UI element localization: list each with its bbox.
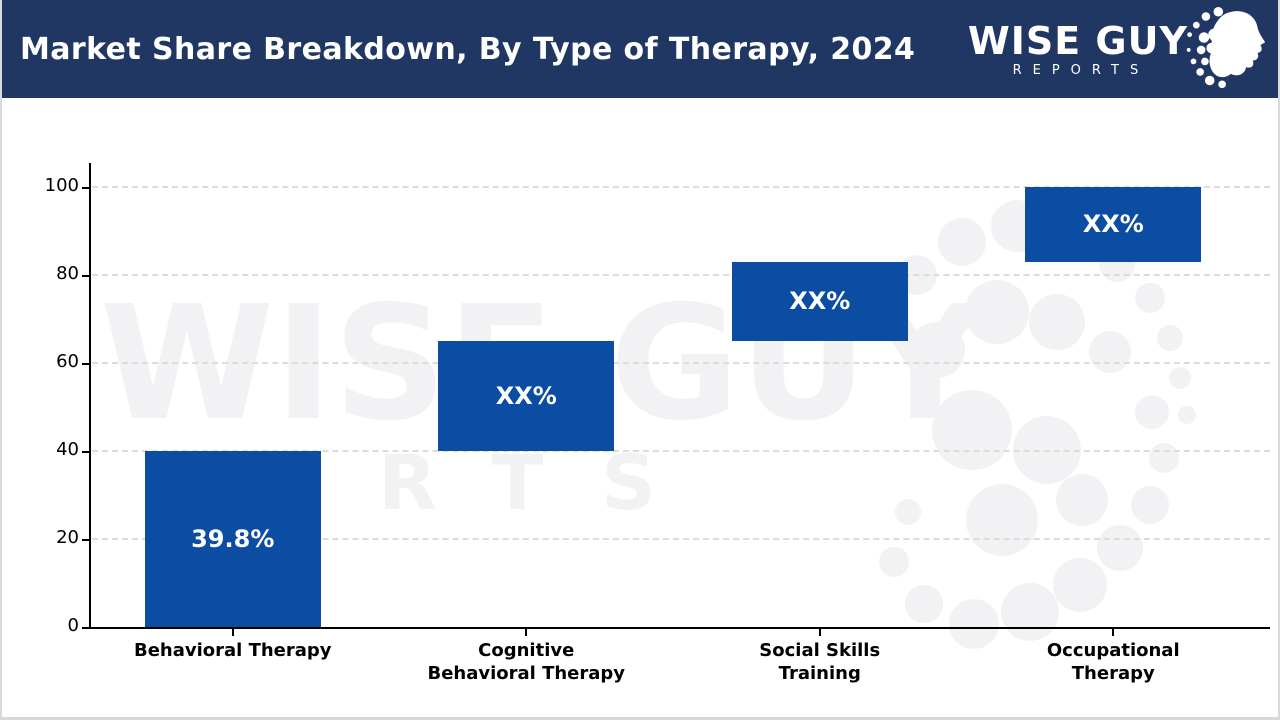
gridline-60 bbox=[92, 362, 1270, 364]
logo-text: WISE GUY REPORTS bbox=[968, 22, 1188, 77]
y-tick-40 bbox=[82, 451, 89, 453]
y-tick-label-0: 0 bbox=[67, 615, 79, 636]
x-axis-line bbox=[89, 627, 1270, 629]
gridline-100 bbox=[92, 186, 1270, 188]
category-label-3: Social Skills Training bbox=[759, 640, 881, 684]
bar-4: XX% bbox=[1025, 187, 1202, 262]
bar-1: 39.8% bbox=[144, 451, 321, 627]
page-title: Market Share Breakdown, By Type of Thera… bbox=[20, 31, 916, 67]
bar-value-label-4: XX% bbox=[1082, 210, 1144, 239]
y-tick-label-60: 60 bbox=[56, 351, 79, 372]
y-tick-label-80: 80 bbox=[56, 263, 79, 284]
y-tick-20 bbox=[82, 539, 89, 541]
category-label-1: Behavioral Therapy bbox=[133, 640, 332, 661]
gridline-80 bbox=[92, 274, 1270, 276]
category-label-4: Occupational Therapy bbox=[1046, 640, 1180, 684]
y-tick-label-20: 20 bbox=[56, 527, 79, 548]
gridline-40 bbox=[92, 450, 1270, 452]
bar-value-label-2: XX% bbox=[495, 382, 557, 410]
y-axis-line bbox=[89, 163, 91, 629]
bar-3: XX% bbox=[731, 261, 908, 341]
logo-wordmark: WISE GUY bbox=[967, 18, 1188, 63]
wiseguy-logo: WISE GUY REPORTS bbox=[968, 6, 1268, 92]
logo-subtitle: REPORTS bbox=[1012, 62, 1150, 78]
gridline-20 bbox=[92, 538, 1270, 540]
bar-2: XX% bbox=[438, 341, 615, 451]
x-tick-4 bbox=[1112, 629, 1115, 636]
y-tick-label-100: 100 bbox=[44, 175, 79, 196]
y-tick-80 bbox=[82, 275, 89, 277]
y-tick-60 bbox=[82, 363, 89, 365]
y-tick-label-40: 40 bbox=[56, 439, 79, 460]
x-tick-2 bbox=[525, 629, 528, 636]
bar-value-label-1: 39.8% bbox=[191, 525, 275, 553]
x-tick-1 bbox=[231, 629, 234, 636]
logo-face-icon bbox=[1186, 6, 1266, 89]
x-tick-3 bbox=[818, 629, 821, 636]
header-bar: Market Share Breakdown, By Type of Thera… bbox=[2, 0, 1278, 98]
y-tick-0 bbox=[82, 627, 89, 629]
bar-value-label-3: XX% bbox=[789, 287, 851, 316]
category-label-2: Cognitive Behavioral Therapy bbox=[427, 640, 626, 684]
y-tick-100 bbox=[82, 187, 89, 189]
